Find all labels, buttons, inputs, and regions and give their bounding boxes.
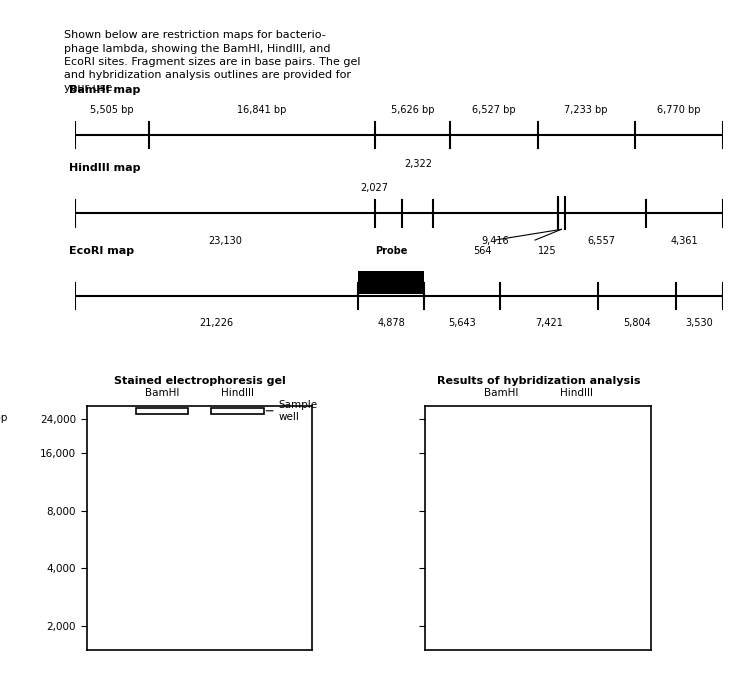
Text: 9,416: 9,416 bbox=[482, 236, 509, 246]
Text: 6,527 bp: 6,527 bp bbox=[472, 105, 516, 115]
Text: BamHI map: BamHI map bbox=[69, 85, 140, 95]
Text: 125: 125 bbox=[538, 246, 557, 256]
Text: 5,804: 5,804 bbox=[623, 318, 651, 328]
Text: 5,626 bp: 5,626 bp bbox=[391, 105, 434, 115]
Text: 564: 564 bbox=[473, 246, 492, 256]
Text: 2,027: 2,027 bbox=[361, 183, 389, 193]
Text: Sample
well: Sample well bbox=[267, 400, 318, 422]
Text: Results of hybridization analysis: Results of hybridization analysis bbox=[437, 376, 640, 386]
Text: 21,226: 21,226 bbox=[200, 318, 233, 328]
Text: 23,130: 23,130 bbox=[209, 236, 242, 246]
Text: HindIII: HindIII bbox=[559, 389, 593, 398]
Text: Size, bp: Size, bp bbox=[0, 413, 8, 423]
Text: 4,878: 4,878 bbox=[377, 318, 405, 328]
Text: 4,361: 4,361 bbox=[670, 236, 698, 246]
Text: 5,643: 5,643 bbox=[448, 318, 476, 328]
Text: Probe: Probe bbox=[375, 246, 407, 256]
Text: 6,770 bp: 6,770 bp bbox=[657, 105, 700, 115]
Text: 7,421: 7,421 bbox=[535, 318, 562, 328]
Text: 2,322: 2,322 bbox=[404, 158, 432, 169]
Bar bbox=[136, 408, 188, 414]
Text: BamHI: BamHI bbox=[483, 389, 518, 398]
Text: 3,530: 3,530 bbox=[685, 318, 713, 328]
Text: HindIII map: HindIII map bbox=[69, 163, 140, 173]
Text: 6,557: 6,557 bbox=[588, 236, 616, 246]
Text: 5,505 bp: 5,505 bp bbox=[90, 105, 134, 115]
Text: Shown below are restriction maps for bacterio-
phage lambda, showing the BamHI, : Shown below are restriction maps for bac… bbox=[64, 30, 361, 93]
Text: BamHI: BamHI bbox=[145, 389, 179, 398]
Text: EcoRI map: EcoRI map bbox=[69, 246, 134, 256]
Text: Stained electrophoresis gel: Stained electrophoresis gel bbox=[114, 376, 285, 386]
Bar bbox=[211, 408, 264, 414]
Text: 7,233 bp: 7,233 bp bbox=[565, 105, 608, 115]
Text: HindIII: HindIII bbox=[221, 389, 254, 398]
Text: 16,841 bp: 16,841 bp bbox=[237, 105, 287, 115]
Bar bbox=[358, 271, 425, 294]
